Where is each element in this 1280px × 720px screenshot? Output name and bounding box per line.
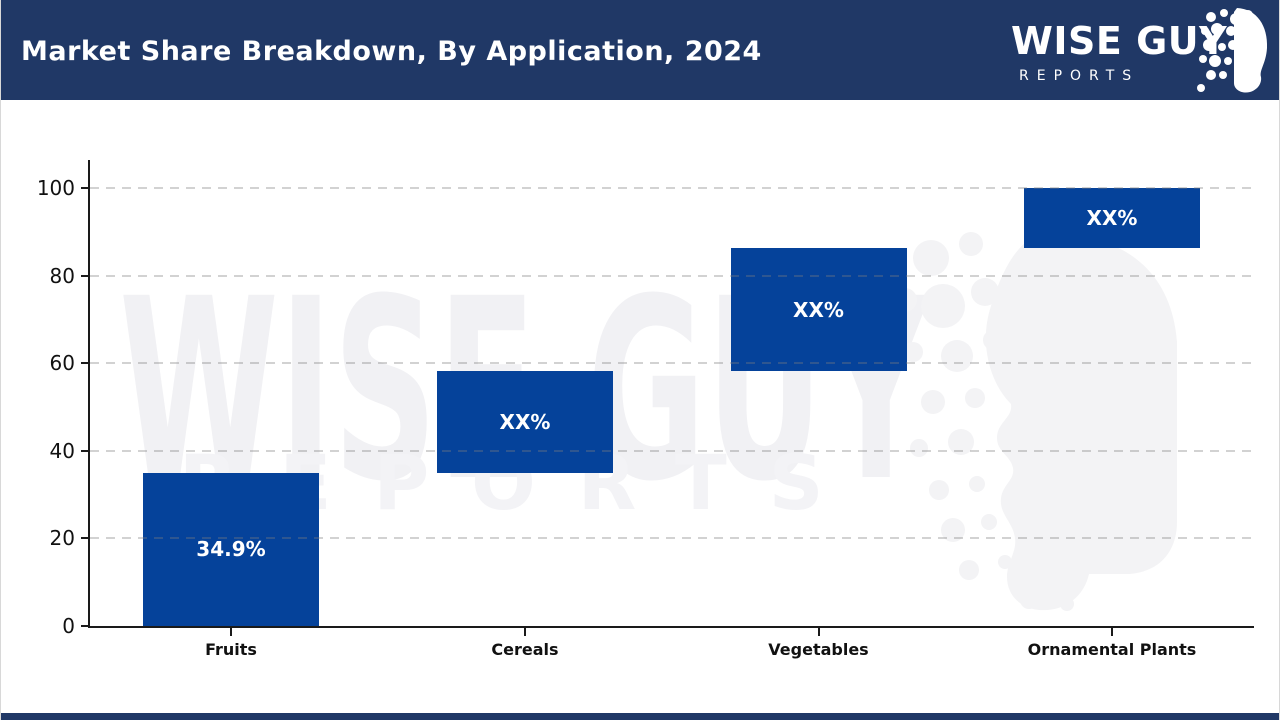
- y-axis-tick-label: 80: [49, 263, 75, 288]
- gridline-20: [90, 537, 1254, 539]
- header-band: Market Share Breakdown, By Application, …: [1, 0, 1279, 100]
- y-axis-tick: [81, 274, 90, 277]
- logo-face-icon: [1197, 8, 1268, 93]
- bar-value-label: 34.9%: [196, 537, 266, 562]
- gridline-80: [90, 274, 1254, 277]
- bar-cereals: XX%: [437, 371, 613, 473]
- y-axis-tick-label: 0: [62, 613, 75, 638]
- footer-band: [1, 713, 1279, 720]
- bar-value-label: XX%: [793, 297, 844, 322]
- x-axis-tick: [230, 628, 232, 636]
- wise-guy-reports-logo: WISE GUY REPORTS: [1011, 8, 1268, 93]
- bar-ornamental-plants: XX%: [1024, 188, 1200, 249]
- bar-value-label: XX%: [1086, 206, 1138, 231]
- bar-fruits: 34.9%: [143, 472, 319, 626]
- watermark-face-icon: [893, 232, 1177, 611]
- y-axis-tick: [81, 537, 90, 539]
- bar-value-label: XX%: [499, 410, 551, 435]
- x-axis-category-label: Cereals: [491, 640, 559, 659]
- bar-vegetables: XX%: [730, 248, 907, 372]
- y-axis-tick: [81, 449, 90, 452]
- y-axis-tick-label: 20: [49, 526, 75, 550]
- gridline-60: [90, 362, 1254, 364]
- y-axis-tick: [81, 187, 90, 189]
- x-axis-tick: [1111, 628, 1113, 636]
- x-axis-category-label: Ornamental Plants: [1027, 640, 1197, 659]
- y-axis-line: [88, 160, 90, 628]
- y-axis-tick-label: 100: [36, 176, 75, 200]
- logo-wordmark: WISE GUY: [1011, 19, 1227, 63]
- x-axis-line: [88, 625, 1254, 628]
- gridline-40: [90, 449, 1254, 452]
- y-axis-tick-label: 60: [49, 351, 75, 375]
- gridline-100: [90, 187, 1254, 189]
- logo-subtext: REPORTS: [1019, 68, 1139, 84]
- y-axis-tick: [81, 362, 90, 364]
- page-title: Market Share Breakdown, By Application, …: [21, 36, 762, 67]
- x-axis-tick: [524, 628, 526, 636]
- x-axis-tick: [817, 628, 820, 636]
- y-axis-tick: [81, 624, 90, 627]
- x-axis-category-label: Fruits: [205, 640, 257, 659]
- x-axis-category-label: Vegetables: [768, 640, 869, 659]
- y-axis-tick-label: 40: [49, 438, 75, 463]
